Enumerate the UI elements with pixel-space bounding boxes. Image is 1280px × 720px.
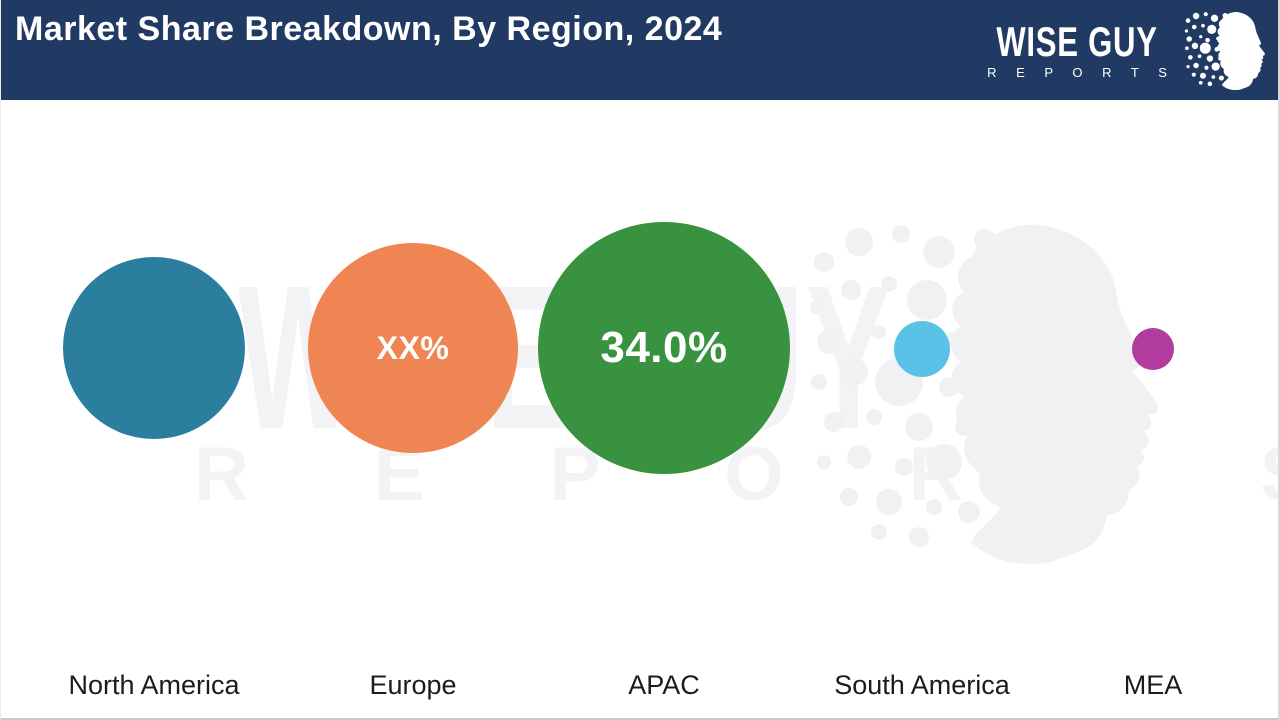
bubble-value-label-apac: 34.0% bbox=[600, 323, 728, 372]
bubble-mea bbox=[1132, 328, 1174, 370]
category-label-apac: APAC bbox=[628, 670, 700, 700]
logo-name: WISE GUY bbox=[996, 18, 1158, 65]
page-title: Market Share Breakdown, By Region, 2024 bbox=[15, 10, 723, 48]
bubble-chart: WISE GUY R E P O R T S North AmericaXX%E… bbox=[1, 100, 1278, 718]
logo-subtitle: R E P O R T S bbox=[987, 65, 1175, 80]
bubble-value-label-europe: XX% bbox=[376, 329, 450, 366]
header-bar: Market Share Breakdown, By Region, 2024 … bbox=[1, 0, 1278, 100]
bubble-apac: 34.0% bbox=[538, 222, 790, 474]
bubble-south-america bbox=[894, 321, 950, 377]
wise-guy-head-icon bbox=[1180, 9, 1272, 92]
wise-guy-logo: WISE GUY R E P O R T S bbox=[968, 4, 1272, 96]
category-label-north-america: North America bbox=[68, 670, 240, 700]
category-label-europe: Europe bbox=[369, 670, 457, 700]
bubble-europe: XX% bbox=[308, 243, 518, 453]
bubble-north-america bbox=[63, 257, 245, 439]
logo-text: WISE GUY R E P O R T S bbox=[968, 18, 1186, 80]
watermark-head-icon bbox=[789, 212, 1189, 572]
category-label-mea: MEA bbox=[1123, 670, 1183, 700]
category-label-south-america: South America bbox=[834, 670, 1010, 700]
